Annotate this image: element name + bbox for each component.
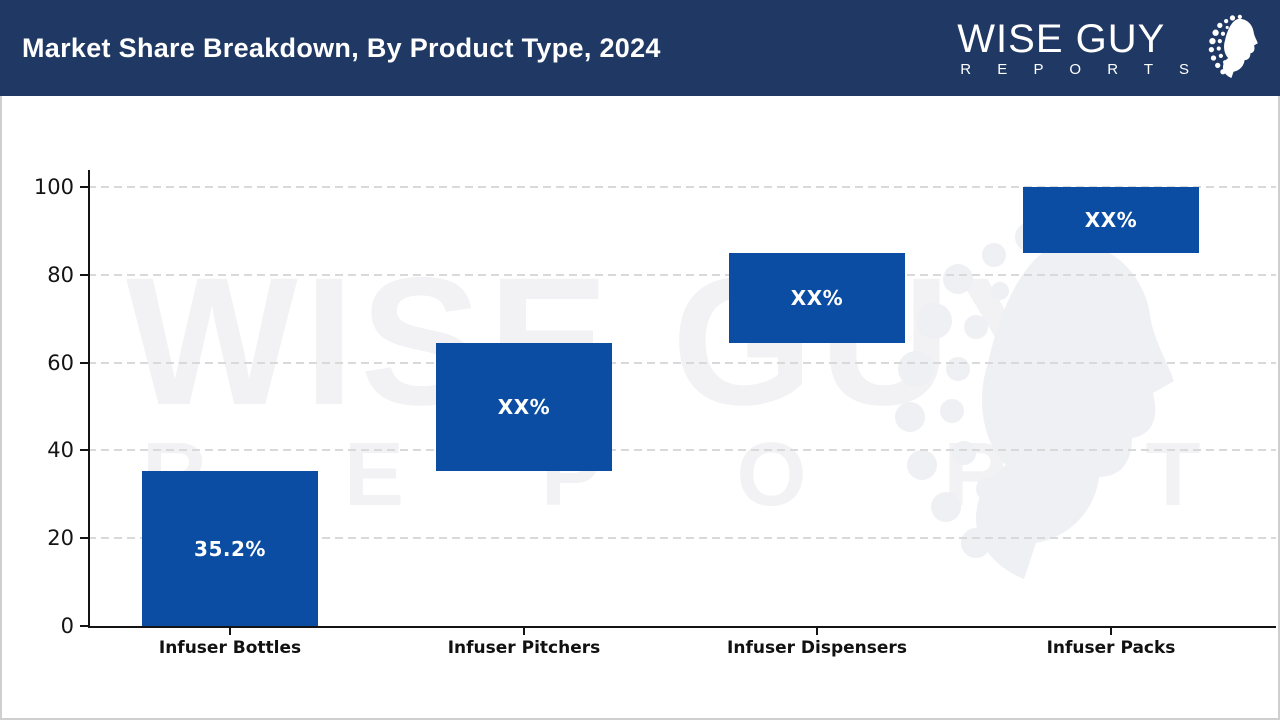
logo-face-icon — [1208, 14, 1258, 79]
watermark-face-icon — [895, 219, 1174, 579]
x-axis-tick-infuser-packs — [1110, 628, 1112, 635]
gridline-40 — [88, 449, 1276, 452]
y-axis-tick-label-40: 40 — [47, 438, 74, 463]
y-axis-tick-label-60: 60 — [47, 350, 74, 375]
gridline-20 — [88, 537, 1276, 540]
logo-text-wise-guy: WISE GUY — [957, 17, 1166, 61]
y-axis-tick-label-20: 20 — [47, 526, 74, 551]
bar-value-label-infuser-packs: XX% — [1084, 207, 1138, 232]
logo: WISE GUY R E P O R T S — [957, 12, 1262, 84]
x-axis-tick-infuser-dispensers — [816, 628, 818, 635]
x-axis-tick-infuser-pitchers — [523, 628, 525, 635]
x-axis-line — [88, 626, 1276, 628]
gridline-80 — [88, 273, 1276, 276]
bar-infuser-packs: XX% — [1023, 187, 1199, 253]
logo-text-reports: R E P O R T S — [960, 61, 1200, 78]
bar-infuser-pitchers: XX% — [436, 342, 612, 472]
page-title: Market Share Breakdown, By Product Type,… — [22, 32, 661, 63]
y-axis-tick-60 — [80, 361, 88, 364]
logo-wordmark: WISE GUY R E P O R T S — [957, 19, 1200, 77]
x-category-label-infuser-bottles: Infuser Bottles — [158, 638, 302, 658]
x-category-label-infuser-dispensers: Infuser Dispensers — [727, 638, 907, 658]
y-axis-tick-100 — [80, 186, 88, 188]
x-axis-tick-infuser-bottles — [229, 628, 231, 635]
y-axis-tick-20 — [80, 537, 88, 540]
bar-value-label-infuser-pitchers: XX% — [497, 395, 551, 420]
gridline-60 — [88, 361, 1276, 364]
bar-infuser-bottles: 35.2% — [142, 471, 318, 626]
y-axis-tick-0 — [80, 625, 88, 627]
y-axis-tick-80 — [80, 273, 88, 276]
header: Market Share Breakdown, By Product Type,… — [0, 0, 1280, 96]
y-axis-tick-label-100: 100 — [33, 175, 74, 199]
y-axis-tick-40 — [80, 449, 88, 452]
x-category-label-infuser-packs: Infuser Packs — [1046, 638, 1176, 658]
gridline-100 — [88, 186, 1276, 188]
x-category-label-infuser-pitchers: Infuser Pitchers — [447, 638, 601, 658]
bar-value-label-infuser-dispensers: XX% — [790, 285, 844, 310]
y-axis-tick-label-80: 80 — [47, 262, 74, 287]
bar-infuser-dispensers: XX% — [729, 252, 905, 343]
y-axis-line — [88, 170, 90, 628]
y-axis-tick-label-0: 0 — [60, 614, 74, 638]
bar-value-label-infuser-bottles: 35.2% — [194, 536, 266, 561]
